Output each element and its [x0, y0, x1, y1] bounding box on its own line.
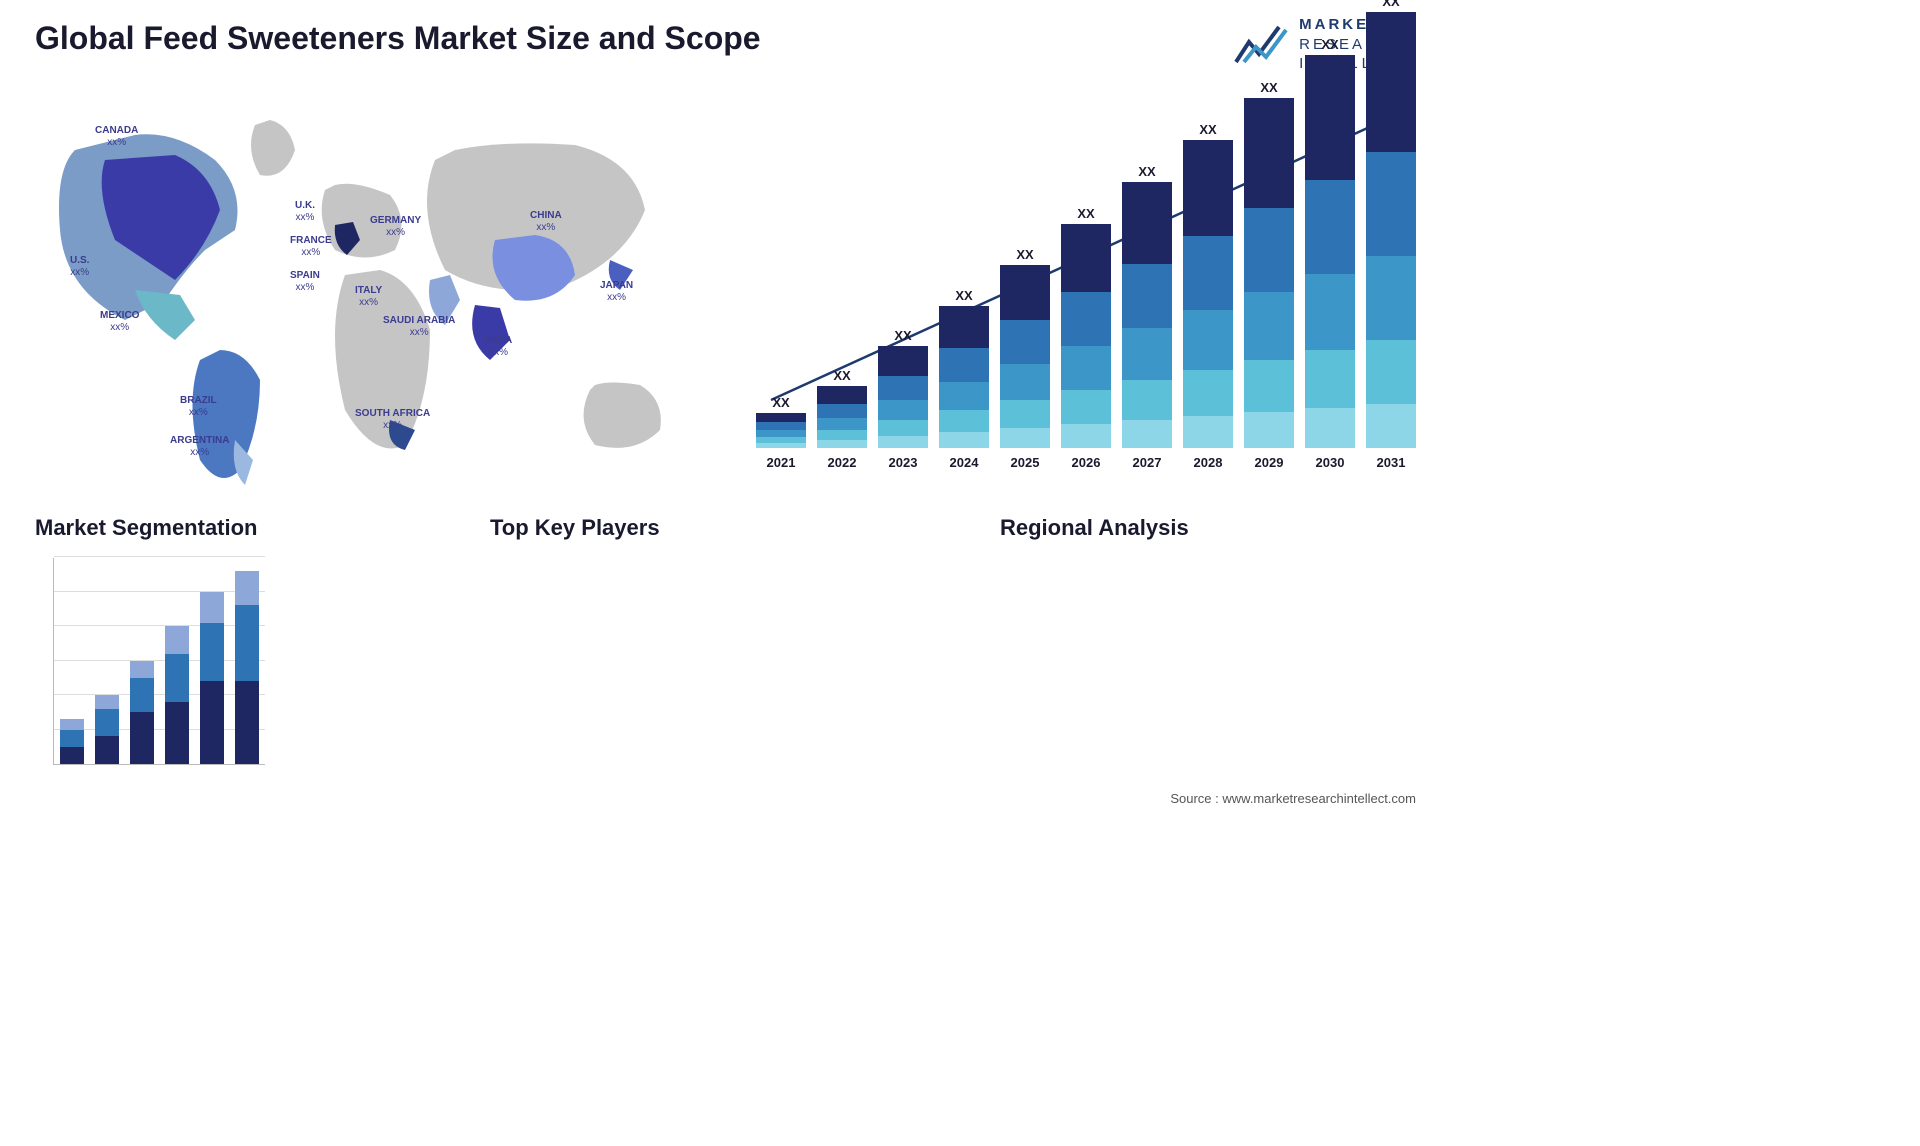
year-label: 2025 [1000, 455, 1050, 470]
seg-bar [165, 626, 189, 764]
regional-panel: Regional Analysis [1000, 515, 1430, 743]
year-label: 2029 [1244, 455, 1294, 470]
map-label: MEXICOxx% [100, 310, 139, 334]
growth-bar: XX [1366, 0, 1416, 448]
segmentation-title: Market Segmentation [35, 515, 465, 541]
segmentation-panel: Market Segmentation [35, 515, 465, 783]
seg-bar [200, 592, 224, 764]
growth-bar: XX [756, 395, 806, 448]
growth-bar: XX [1061, 206, 1111, 448]
year-label: 2024 [939, 455, 989, 470]
year-label: 2031 [1366, 455, 1416, 470]
segmentation-chart [35, 553, 265, 783]
growth-bar: XX [1000, 247, 1050, 448]
growth-bar-chart: XXXXXXXXXXXXXXXXXXXXXX 20212022202320242… [756, 110, 1416, 470]
year-label: 2026 [1061, 455, 1111, 470]
map-label: U.S.xx% [70, 255, 89, 279]
players-panel: Top Key Players [490, 515, 970, 553]
map-label: ITALYxx% [355, 285, 382, 309]
map-label: SOUTH AFRICAxx% [355, 408, 430, 432]
map-label: SAUDI ARABIAxx% [383, 315, 455, 339]
year-label: 2028 [1183, 455, 1233, 470]
year-label: 2023 [878, 455, 928, 470]
map-label: FRANCExx% [290, 235, 332, 259]
logo-icon [1234, 22, 1289, 67]
seg-bar [60, 719, 84, 764]
seg-bar [130, 661, 154, 765]
year-label: 2030 [1305, 455, 1355, 470]
players-title: Top Key Players [490, 515, 970, 541]
map-label: INDIAxx% [485, 335, 512, 359]
year-label: 2021 [756, 455, 806, 470]
seg-bar [235, 571, 259, 764]
seg-bar [95, 695, 119, 764]
map-label: GERMANYxx% [370, 215, 421, 239]
growth-bar: XX [1122, 164, 1172, 448]
growth-bar: XX [1305, 37, 1355, 448]
map-label: SPAINxx% [290, 270, 320, 294]
growth-bar: XX [878, 328, 928, 448]
growth-bar: XX [1244, 80, 1294, 448]
map-label: JAPANxx% [600, 280, 633, 304]
map-label: ARGENTINAxx% [170, 435, 229, 459]
year-label: 2022 [817, 455, 867, 470]
world-map: CANADAxx% U.S.xx% MEXICOxx% BRAZILxx% ARGENT… [35, 90, 715, 490]
source-text: Source : www.marketresearchintellect.com [1170, 791, 1416, 806]
growth-bar: XX [1183, 122, 1233, 448]
map-label: CHINAxx% [530, 210, 562, 234]
growth-bar: XX [817, 368, 867, 448]
map-label: BRAZILxx% [180, 395, 217, 419]
map-label: CANADAxx% [95, 125, 138, 149]
page-title: Global Feed Sweeteners Market Size and S… [35, 20, 761, 57]
donut-chart [1000, 553, 1190, 743]
year-label: 2027 [1122, 455, 1172, 470]
regional-title: Regional Analysis [1000, 515, 1430, 541]
growth-bar: XX [939, 288, 989, 448]
map-label: U.K.xx% [295, 200, 315, 224]
